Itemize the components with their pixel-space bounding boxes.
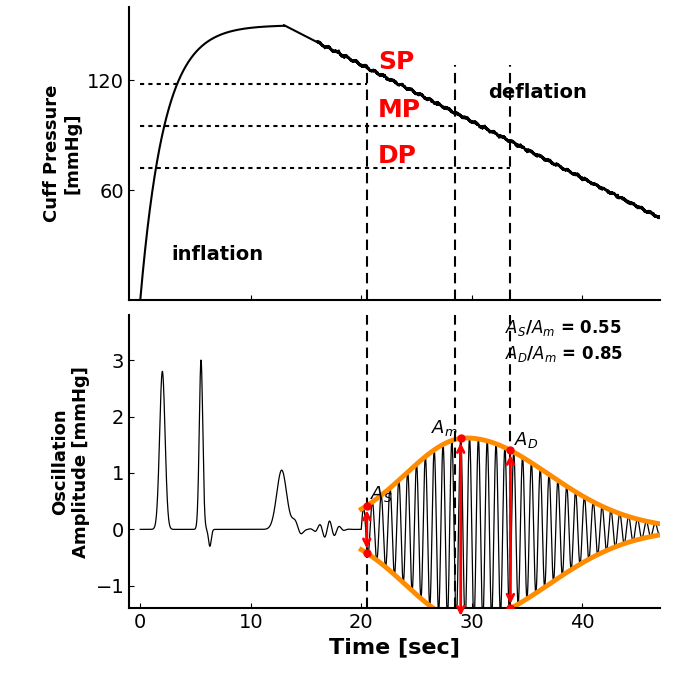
Y-axis label: Oscillation
Amplitude [mmHg]: Oscillation Amplitude [mmHg] [51,366,90,558]
Text: SP: SP [378,50,414,74]
Text: MP: MP [378,98,421,122]
Text: $A_m$: $A_m$ [430,418,458,437]
Text: deflation: deflation [489,83,588,103]
X-axis label: Time [sec]: Time [sec] [329,638,460,658]
Text: $A_S$/$A_m$ = 0.55
$A_D$/$A_m$ = 0.85: $A_S$/$A_m$ = 0.55 $A_D$/$A_m$ = 0.85 [505,318,623,364]
Y-axis label: Cuff Pressure
[mmHg]: Cuff Pressure [mmHg] [43,84,82,222]
Text: inflation: inflation [171,245,264,264]
Text: $A_S$: $A_S$ [370,484,393,504]
Text: $A_D$: $A_D$ [514,430,538,450]
Text: DP: DP [378,144,417,168]
